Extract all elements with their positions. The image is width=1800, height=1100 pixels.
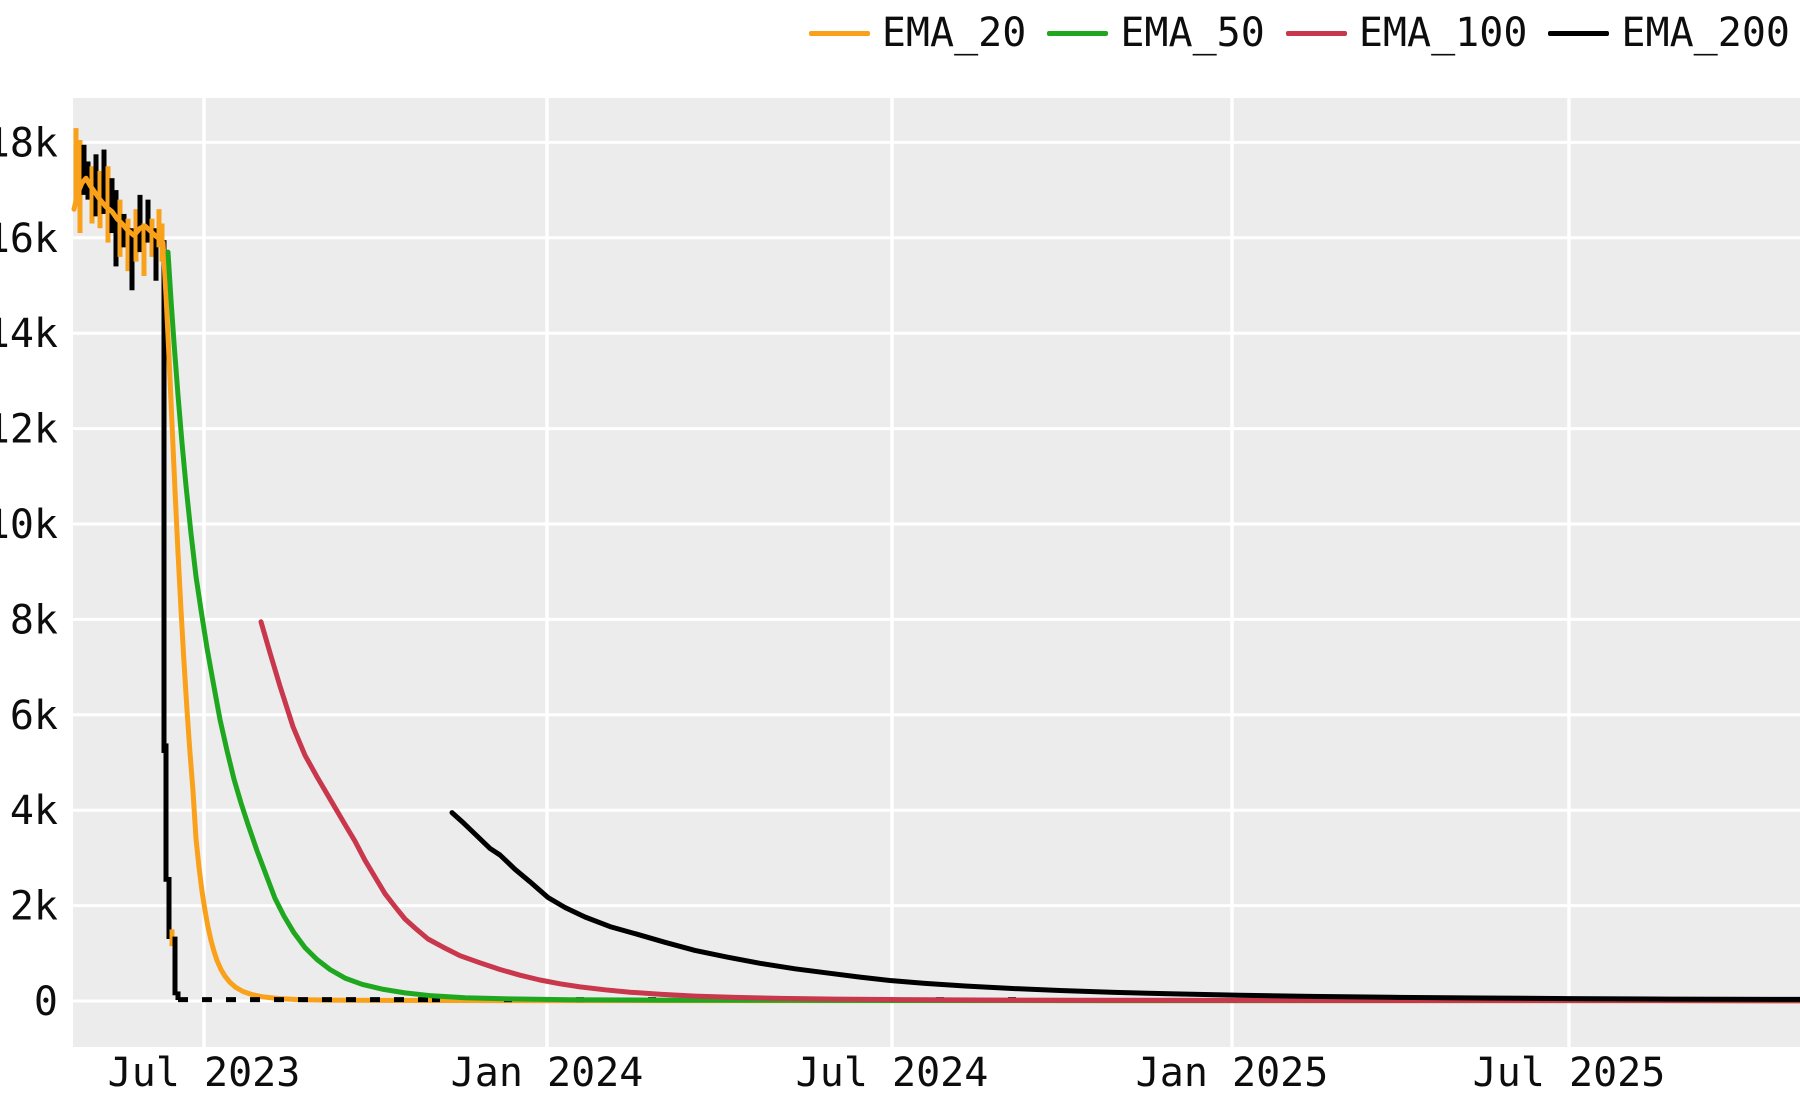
legend-line-sample — [808, 30, 870, 36]
series-ema_50 — [165, 249, 1800, 1004]
legend-line-sample — [1047, 30, 1109, 36]
legend-label: EMA_20 — [881, 10, 1027, 56]
price-bar — [166, 876, 172, 939]
y-tick-label: 12k — [0, 407, 58, 453]
plot-area — [73, 98, 1800, 1047]
price-bar — [175, 991, 181, 1001]
price-bar — [81, 144, 87, 195]
price-bar — [109, 178, 115, 234]
legend-item-ema_200: EMA_200 — [1548, 13, 1790, 53]
price-bar — [156, 209, 162, 248]
y-tick-label: 10k — [0, 502, 58, 548]
x-tick-label: Jul 2024 — [796, 1050, 989, 1096]
legend-line-sample — [1285, 30, 1347, 36]
price-bar — [125, 218, 131, 272]
price-bar — [145, 199, 151, 243]
price-bar — [169, 929, 175, 947]
legend-label: EMA_50 — [1120, 10, 1265, 56]
price-bar — [101, 149, 107, 214]
series-lines — [71, 175, 1800, 1004]
price-bar — [141, 223, 147, 276]
price-bar — [93, 154, 99, 217]
price-bar — [137, 194, 143, 253]
y-tick-label: 16k — [0, 216, 58, 262]
x-tick-label: Jan 2025 — [1136, 1050, 1329, 1096]
price-bar — [129, 228, 135, 291]
price-bar — [105, 166, 111, 243]
y-tick-label: 14k — [0, 311, 58, 357]
x-tick-label: Jul 2025 — [1473, 1050, 1666, 1096]
y-tick-label: 6k — [10, 693, 58, 739]
series-ema_20 — [71, 175, 1800, 1004]
y-tick-label: 18k — [0, 120, 58, 166]
y-tick-label: 0 — [34, 979, 58, 1025]
y-tick-label: 2k — [10, 884, 58, 930]
legend-label: EMA_200 — [1621, 10, 1790, 56]
price-bar — [89, 166, 95, 224]
y-tick-label: 4k — [10, 788, 58, 834]
price-bar — [73, 128, 79, 205]
price-bar — [163, 743, 169, 882]
series-ema_200 — [449, 810, 1800, 1002]
legend-item-ema_100: EMA_100 — [1285, 10, 1528, 56]
legend-item-ema_50: EMA_50 — [1047, 13, 1265, 53]
x-tick-label: Jan 2024 — [451, 1050, 644, 1096]
price-bar — [149, 218, 155, 257]
y-tick-label: 8k — [10, 597, 58, 643]
plot-background — [73, 98, 1800, 1047]
price-bar — [117, 199, 123, 257]
price-bar — [172, 936, 178, 996]
price-bar — [113, 190, 119, 267]
legend: EMA_20 EMA_50 EMA_100 EMA_200 — [808, 10, 1790, 56]
price-bar — [121, 213, 127, 248]
y-tick-labels: 0 2k 4k 6k 8k 10k 12k 14k 16k 18k — [0, 120, 58, 1025]
x-tick-labels: Jul 2023 Jan 2024 Jul 2024 Jan 2025 Jul 2025 — [108, 1050, 1666, 1096]
legend-line-sample — [1548, 30, 1610, 36]
price-bar — [153, 228, 159, 281]
price-bar — [161, 240, 167, 753]
legend-label: EMA_100 — [1358, 10, 1528, 56]
x-tick-label: Jul 2023 — [108, 1050, 301, 1096]
series-ema_100 — [258, 619, 1800, 1004]
legend-item-ema_20: EMA_20 — [808, 10, 1027, 56]
